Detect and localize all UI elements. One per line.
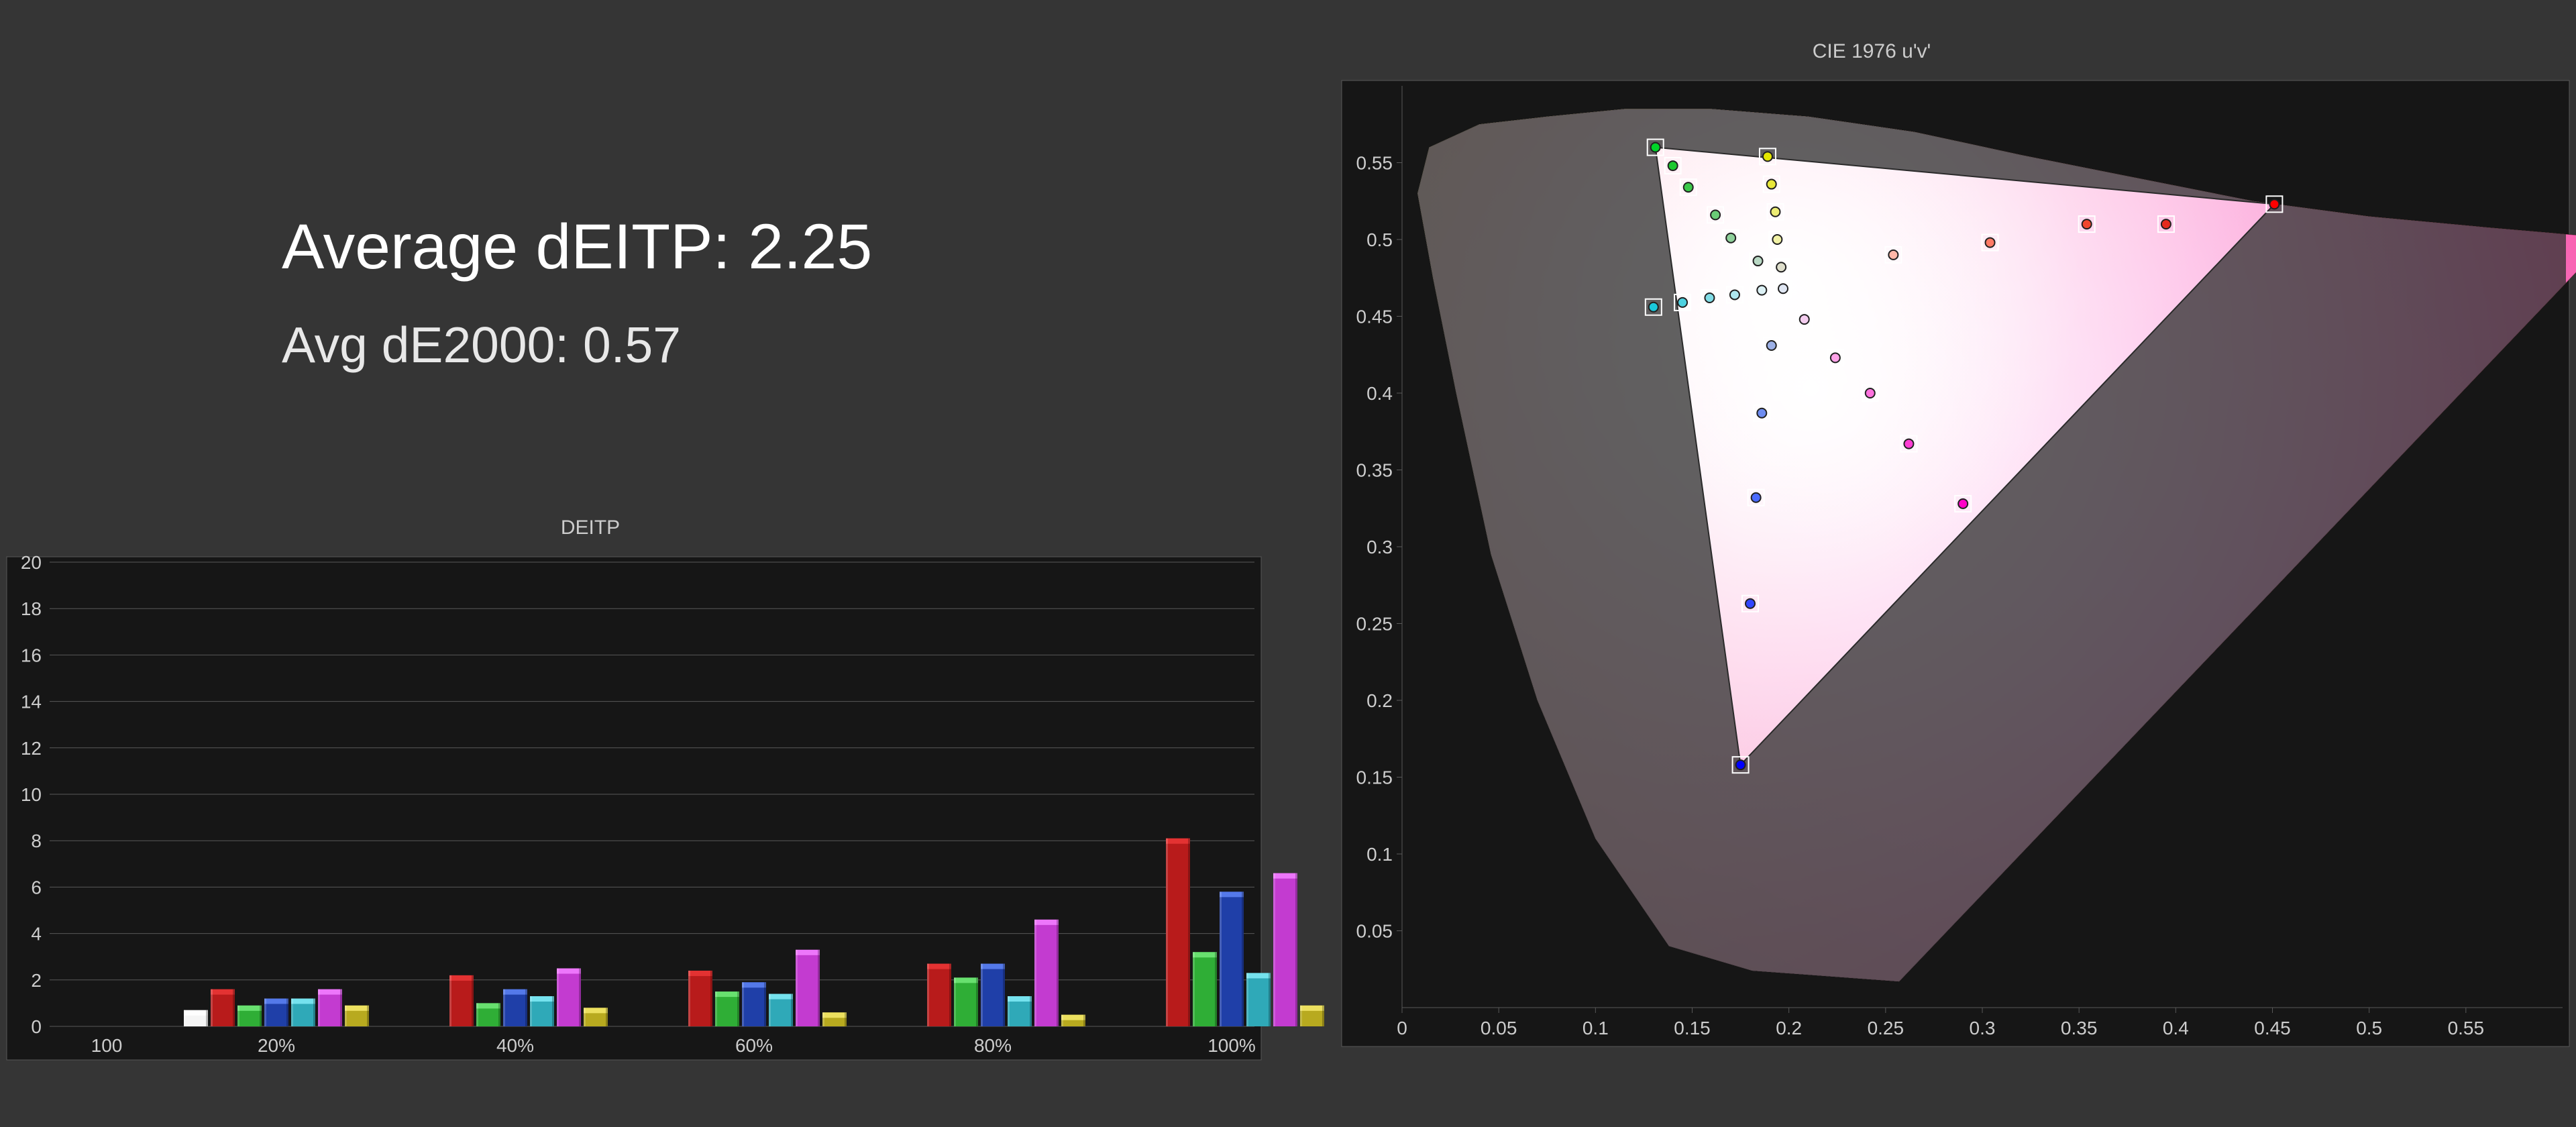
bar-blue [981, 964, 1005, 1026]
bar-red [688, 971, 712, 1026]
cie-xtick-label: 0.1 [1582, 1018, 1609, 1038]
cie-measured-marker [1651, 143, 1660, 152]
cie-ytick-label: 0.15 [1356, 767, 1393, 788]
cie-xtick-label: 0.2 [1776, 1018, 1802, 1038]
bar-magenta [1273, 873, 1297, 1026]
cie-measured-marker [1752, 493, 1761, 502]
bar-blue [1220, 892, 1244, 1026]
cie-measured-marker [1678, 298, 1687, 307]
cie-ytick-label: 0.3 [1366, 537, 1393, 557]
cie-measured-marker [1730, 290, 1739, 299]
bar-cyan [1246, 973, 1271, 1026]
bar-red [449, 975, 474, 1026]
cie-measured-marker [1711, 210, 1720, 219]
bar-ytick-label: 16 [21, 645, 42, 665]
bar-red [211, 989, 235, 1026]
cie-ytick-label: 0.25 [1356, 614, 1393, 635]
bar-green [954, 977, 978, 1026]
bar-chart-title: DEITP [561, 517, 620, 539]
cie-xtick-label: 0.5 [2356, 1018, 2382, 1038]
bar-red [927, 964, 951, 1026]
bar-xtick-label: 40% [496, 1035, 534, 1056]
bar-blue [503, 989, 527, 1026]
bar-green [1193, 952, 1217, 1026]
cie-measured-marker [1772, 235, 1782, 244]
cie-ytick-label: 0.05 [1356, 921, 1393, 942]
bar-ytick-label: 2 [31, 970, 42, 991]
cie-measured-marker [1831, 353, 1840, 362]
cie-measured-marker [1705, 293, 1714, 303]
cie-xtick-label: 0.35 [2061, 1018, 2098, 1038]
bar-xtick-label: 20% [258, 1035, 295, 1056]
bar-ytick-label: 18 [21, 598, 42, 619]
cie-ytick-label: 0.55 [1356, 153, 1393, 174]
bar-blue [742, 982, 766, 1026]
cie-ytick-label: 0.2 [1366, 690, 1393, 711]
bar-ytick-label: 6 [31, 877, 42, 898]
bar-magenta [318, 989, 342, 1026]
bar-ytick-label: 10 [21, 784, 42, 805]
cie-measured-marker [1778, 284, 1788, 293]
cie-measured-marker [1746, 599, 1755, 608]
cie-measured-marker [1888, 250, 1898, 260]
cie-measured-marker [1770, 207, 1780, 217]
cie-ytick-label: 0.1 [1366, 844, 1393, 865]
cie-measured-marker [1767, 341, 1776, 350]
cie-measured-marker [2269, 199, 2279, 209]
cie-ytick-label: 0.4 [1366, 383, 1393, 404]
metric-deitp-avg: Average dEITP: 2.25 [282, 211, 872, 282]
cie-xtick-label: 0.45 [2254, 1018, 2291, 1038]
cie-measured-marker [1958, 499, 1968, 508]
bar-ytick-label: 14 [21, 692, 42, 712]
report-canvas: Average dEITP: 2.25 Avg dE2000: 0.57 DEITP… [0, 0, 2576, 1127]
bar-ytick-label: 4 [31, 924, 42, 945]
bar-ytick-label: 0 [31, 1016, 42, 1037]
cie-chart-title: CIE 1976 u'v' [1813, 40, 1931, 62]
cie-measured-marker [1726, 233, 1735, 243]
bar-xtick-label: 80% [974, 1035, 1012, 1056]
cie-ytick-label: 0.45 [1356, 307, 1393, 327]
bar-ytick-label: 12 [21, 738, 42, 759]
cie-measured-marker [1986, 238, 1995, 248]
cie-measured-marker [1684, 182, 1693, 192]
cie-xtick-label: 0.25 [1868, 1018, 1904, 1038]
cie-xtick-label: 0.3 [1970, 1018, 1996, 1038]
cie-xtick-label: 0.55 [2448, 1018, 2485, 1038]
cie-measured-marker [1757, 409, 1766, 418]
cie-measured-marker [1668, 161, 1678, 170]
bar-magenta [1034, 920, 1059, 1026]
bar-ytick-label: 20 [21, 552, 42, 573]
bar-magenta [557, 969, 581, 1027]
cie-measured-marker [1866, 388, 1875, 398]
bar-red [1166, 839, 1190, 1026]
bar-xtick-label: 60% [735, 1035, 773, 1056]
cie-measured-marker [1754, 256, 1763, 266]
cie-xtick-label: 0.15 [1674, 1018, 1711, 1038]
cie-measured-marker [1736, 760, 1746, 769]
cie-measured-marker [1904, 439, 1913, 449]
cie-ytick-label: 0.5 [1366, 229, 1393, 250]
cie-measured-marker [1800, 315, 1809, 324]
cie-xtick-label: 0.05 [1481, 1018, 1517, 1038]
bar-xtick-label: 100 [91, 1035, 123, 1056]
cie-measured-marker [2082, 219, 2092, 229]
bar-magenta [796, 950, 820, 1026]
cie-xtick-label: 0.4 [2163, 1018, 2189, 1038]
cie-ytick-label: 0.35 [1356, 460, 1393, 481]
cie-xtick-label: 0 [1397, 1018, 1407, 1038]
cie-measured-marker [1757, 286, 1766, 295]
calibration-report: Average dEITP: 2.25 Avg dE2000: 0.57 DEITP… [0, 0, 2576, 1127]
cie-measured-marker [2161, 219, 2171, 229]
metric-de2000-avg: Avg dE2000: 0.57 [282, 317, 681, 373]
cie-measured-marker [1776, 262, 1786, 272]
bar-chart: DEITP 0 2 4 6 8 10 12 14 16 18 20 100 20% 40% 60% 80% 100… [7, 517, 1324, 1060]
cie-measured-marker [1649, 303, 1658, 312]
bar-xtick-label: 100% [1208, 1035, 1256, 1056]
cie-measured-marker [1767, 180, 1776, 189]
cie-measured-marker [1763, 152, 1772, 161]
bar-ytick-label: 8 [31, 830, 42, 851]
